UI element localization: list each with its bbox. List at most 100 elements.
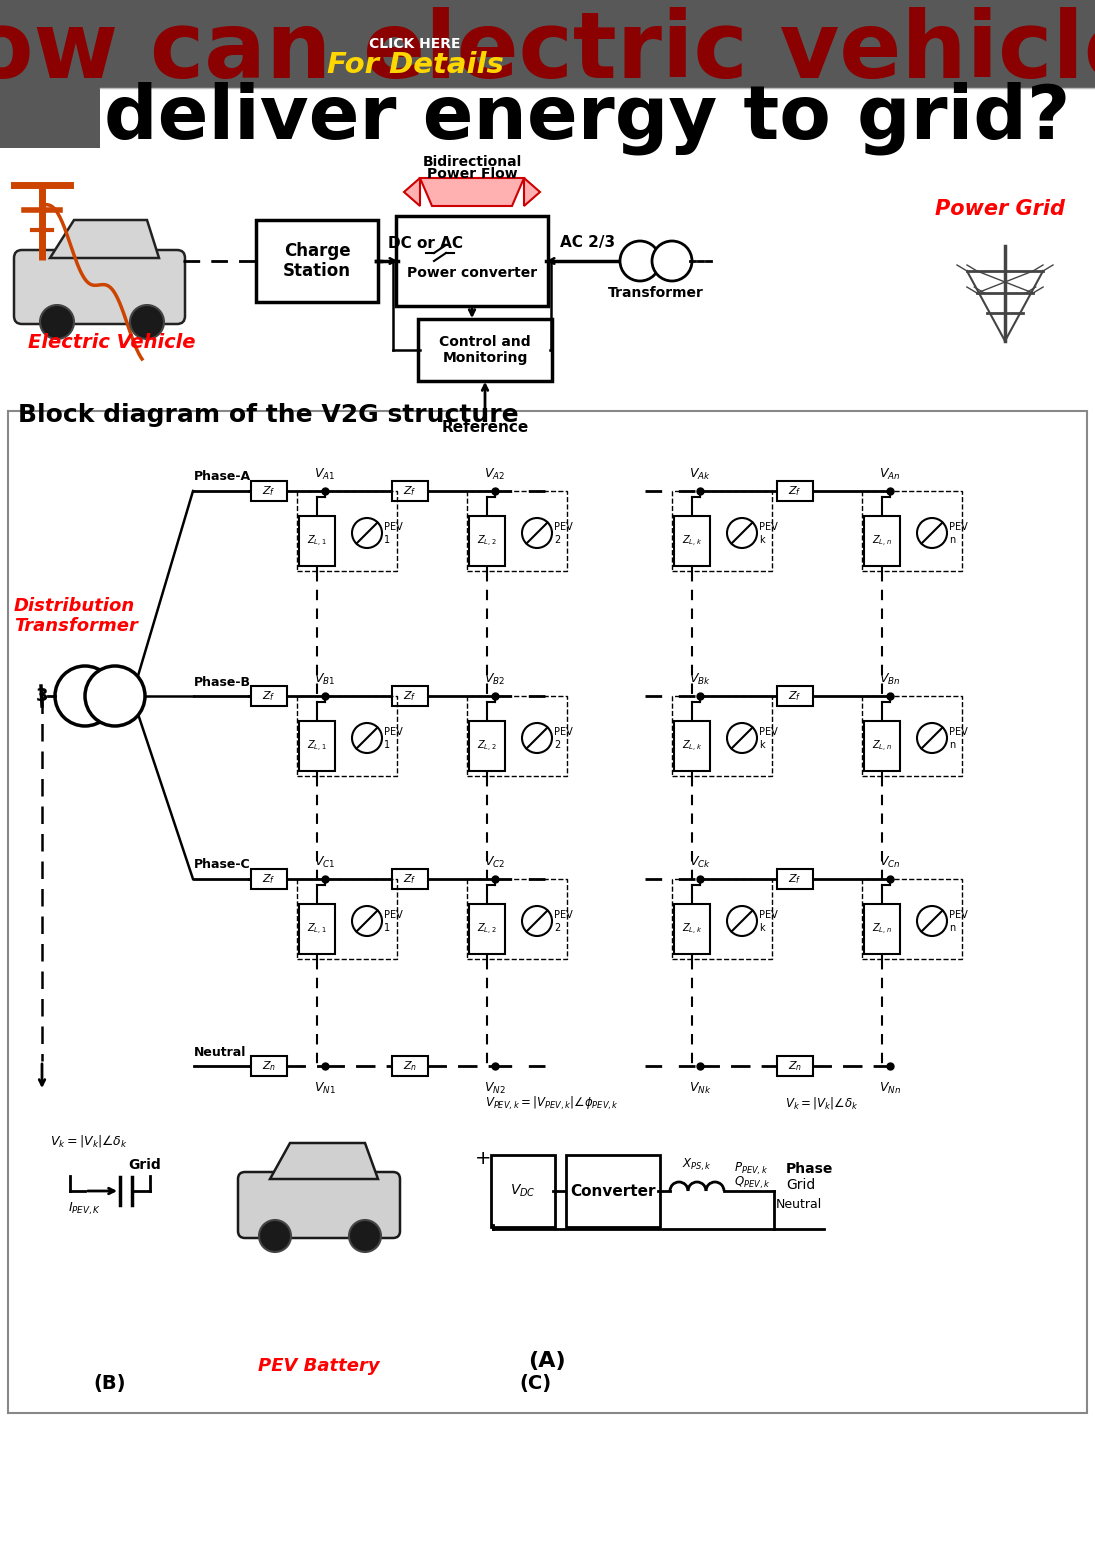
Text: $V_{Nn}$: $V_{Nn}$: [879, 1081, 901, 1095]
Text: $Q_{PEV,k}$: $Q_{PEV,k}$: [734, 1174, 770, 1191]
Text: n: n: [949, 923, 955, 934]
FancyBboxPatch shape: [299, 721, 335, 771]
Text: $P_{PEV,k}$: $P_{PEV,k}$: [734, 1160, 768, 1177]
FancyBboxPatch shape: [675, 516, 710, 566]
Text: $I_{PEV,K}$: $I_{PEV,K}$: [68, 1200, 102, 1218]
Circle shape: [917, 723, 947, 752]
Text: $V_{A1}$: $V_{A1}$: [314, 467, 336, 481]
FancyBboxPatch shape: [392, 686, 428, 706]
Text: $V_{Cn}$: $V_{Cn}$: [879, 855, 901, 870]
Text: 1: 1: [384, 535, 390, 544]
Circle shape: [727, 518, 757, 548]
Text: $Z_{L,k}$: $Z_{L,k}$: [682, 738, 702, 754]
FancyBboxPatch shape: [777, 686, 812, 706]
Text: $X_{PS,k}$: $X_{PS,k}$: [682, 1157, 712, 1173]
Text: 2: 2: [554, 535, 561, 544]
Text: DC or AC: DC or AC: [389, 236, 463, 251]
Circle shape: [727, 906, 757, 935]
Text: Phase-C: Phase-C: [194, 859, 251, 872]
Text: PEV: PEV: [949, 727, 968, 737]
Text: (C): (C): [519, 1374, 551, 1393]
Text: 1: 1: [384, 923, 390, 934]
FancyBboxPatch shape: [14, 250, 185, 324]
Text: $Z_f$: $Z_f$: [788, 484, 802, 498]
Text: Neutral: Neutral: [194, 1045, 246, 1058]
Text: $V_{Nk}$: $V_{Nk}$: [689, 1081, 712, 1095]
Circle shape: [917, 518, 947, 548]
Circle shape: [351, 906, 382, 935]
Text: $Z_n$: $Z_n$: [788, 1059, 803, 1073]
Text: Neutral: Neutral: [776, 1199, 822, 1211]
Text: For Details: For Details: [326, 51, 504, 79]
Text: $Z_{L,1}$: $Z_{L,1}$: [307, 534, 327, 549]
Text: $V_{N1}$: $V_{N1}$: [314, 1081, 336, 1095]
Text: deliver energy to grid?: deliver energy to grid?: [104, 81, 1071, 155]
Text: 1: 1: [384, 740, 390, 751]
Circle shape: [620, 240, 660, 281]
Text: PEV: PEV: [554, 523, 573, 532]
Text: PEV: PEV: [554, 727, 573, 737]
Text: $Z_f$: $Z_f$: [788, 689, 802, 703]
FancyBboxPatch shape: [777, 869, 812, 889]
Text: $Z_{L,2}$: $Z_{L,2}$: [477, 534, 497, 549]
Text: CLICK HERE: CLICK HERE: [369, 37, 461, 51]
Text: PEV: PEV: [759, 910, 777, 920]
Text: $Z_f$: $Z_f$: [403, 872, 417, 886]
FancyBboxPatch shape: [864, 721, 900, 771]
Text: $Z_{L,2}$: $Z_{L,2}$: [477, 921, 497, 937]
Text: $V_k=|V_k|\angle\delta_k$: $V_k=|V_k|\angle\delta_k$: [785, 1095, 858, 1111]
Text: $V_{Bn}$: $V_{Bn}$: [879, 672, 901, 687]
Text: 2: 2: [554, 923, 561, 934]
Text: Charge
Station: Charge Station: [283, 242, 351, 281]
Text: $Z_f$: $Z_f$: [788, 872, 802, 886]
Text: n: n: [949, 740, 955, 751]
Text: Phase: Phase: [786, 1162, 833, 1176]
Text: $Z_{L,k}$: $Z_{L,k}$: [682, 921, 702, 937]
Text: $Z_f$: $Z_f$: [403, 484, 417, 498]
Text: PEV: PEV: [384, 727, 403, 737]
FancyBboxPatch shape: [864, 516, 900, 566]
Text: k: k: [759, 740, 764, 751]
Text: PEV: PEV: [384, 523, 403, 532]
Circle shape: [727, 723, 757, 752]
Text: 2: 2: [554, 740, 561, 751]
Text: Distribution
Transformer: Distribution Transformer: [14, 597, 138, 636]
FancyBboxPatch shape: [100, 88, 1095, 147]
FancyBboxPatch shape: [777, 481, 812, 501]
Polygon shape: [50, 220, 159, 257]
Text: $Z_f$: $Z_f$: [262, 689, 276, 703]
Text: PEV: PEV: [949, 910, 968, 920]
Text: $Z_{L,n}$: $Z_{L,n}$: [872, 921, 892, 937]
FancyBboxPatch shape: [864, 904, 900, 954]
Text: PEV: PEV: [554, 910, 573, 920]
Text: (B): (B): [94, 1374, 126, 1393]
Text: $Z_f$: $Z_f$: [262, 484, 276, 498]
Text: Grid: Grid: [786, 1179, 816, 1193]
Circle shape: [522, 723, 552, 752]
FancyBboxPatch shape: [418, 320, 552, 382]
FancyBboxPatch shape: [0, 0, 1095, 147]
Circle shape: [351, 723, 382, 752]
Text: k: k: [759, 535, 764, 544]
FancyBboxPatch shape: [251, 869, 287, 889]
Text: $Z_{L,2}$: $Z_{L,2}$: [477, 738, 497, 754]
Text: +: +: [475, 1149, 492, 1168]
FancyBboxPatch shape: [238, 1173, 400, 1238]
Text: Power Grid: Power Grid: [935, 199, 1065, 219]
Circle shape: [917, 906, 947, 935]
Text: $V_{C2}$: $V_{C2}$: [484, 855, 506, 870]
Polygon shape: [404, 178, 420, 206]
FancyBboxPatch shape: [469, 904, 505, 954]
Text: How can electric vehicles: How can electric vehicles: [0, 8, 1095, 98]
Text: AC 2/3: AC 2/3: [561, 236, 615, 251]
FancyBboxPatch shape: [8, 411, 1087, 1413]
Text: PEV: PEV: [384, 910, 403, 920]
FancyBboxPatch shape: [299, 516, 335, 566]
Text: Electric Vehicle: Electric Vehicle: [28, 333, 196, 352]
Text: $Z_{L,1}$: $Z_{L,1}$: [307, 921, 327, 937]
Text: 3: 3: [36, 687, 48, 706]
FancyBboxPatch shape: [469, 721, 505, 771]
Text: $V_{Bk}$: $V_{Bk}$: [689, 672, 711, 687]
Text: $V_{B2}$: $V_{B2}$: [484, 672, 506, 687]
Text: n: n: [949, 535, 955, 544]
